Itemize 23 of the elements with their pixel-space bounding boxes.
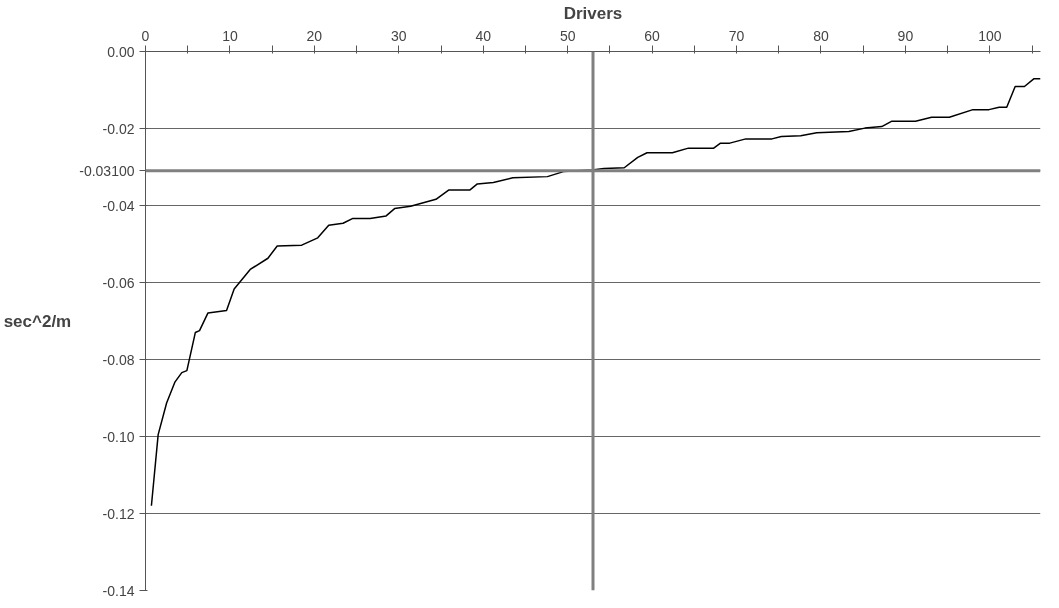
x-tick-label: 60 bbox=[644, 27, 661, 44]
y-tick-label: -0.04 bbox=[102, 197, 135, 214]
x-tick-label: 40 bbox=[475, 27, 492, 44]
x-tick-label: 20 bbox=[306, 27, 323, 44]
x-tick-label: 10 bbox=[222, 27, 238, 44]
x-tick-label: 80 bbox=[813, 27, 829, 44]
y-tick-label: -0.08 bbox=[102, 351, 135, 368]
y-tick-label: -0.12 bbox=[102, 505, 135, 522]
y-tick-label: -0.02 bbox=[102, 120, 135, 137]
y-tick-label: -0.10 bbox=[102, 428, 135, 445]
x-tick-label: 100 bbox=[978, 27, 1002, 44]
x-tick-label: 50 bbox=[559, 27, 576, 44]
y-tick-label: -0.14 bbox=[102, 582, 135, 599]
y-tick-label: -0.03100 bbox=[79, 162, 135, 179]
y-tick-label: 0.00 bbox=[107, 43, 135, 60]
y-tick-label: -0.06 bbox=[102, 274, 135, 291]
x-tick-label: 0 bbox=[141, 27, 150, 44]
x-axis-title: Drivers bbox=[563, 3, 623, 23]
y-axis-title: sec^2/m bbox=[3, 311, 72, 331]
x-tick-label: 90 bbox=[897, 27, 914, 44]
x-tick-label: 30 bbox=[391, 27, 407, 44]
line-series bbox=[150, 78, 1041, 507]
x-tick-label: 70 bbox=[728, 27, 745, 44]
